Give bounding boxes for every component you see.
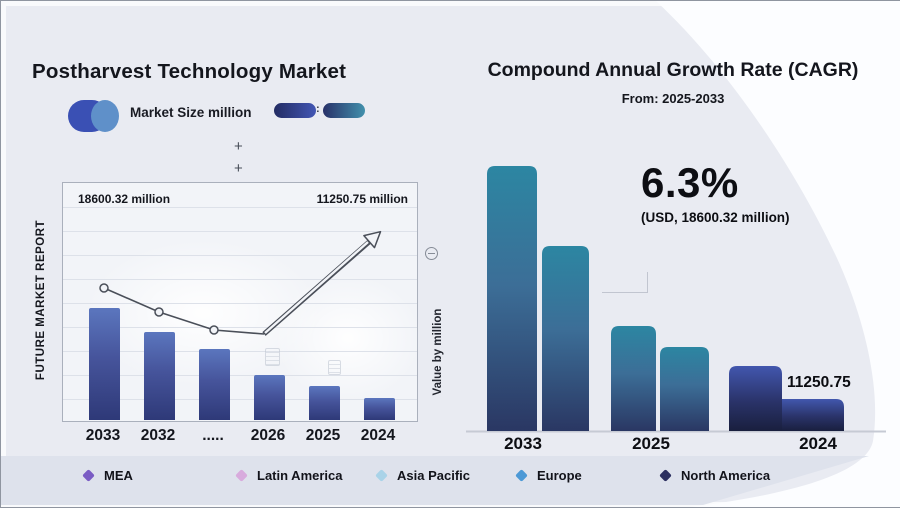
legend-diamond-icon: [515, 469, 528, 482]
market-size-label: Market Size million: [130, 105, 252, 120]
cagr-bar-secondary: [782, 399, 844, 431]
left-chart-x-label: 2025: [305, 427, 341, 444]
legend-diamond-icon: [235, 469, 248, 482]
cagr-bar-primary: [487, 166, 537, 431]
cagr-bar-primary: [611, 326, 656, 431]
cagr-x-label: 2024: [799, 434, 837, 453]
left-chart-bar: [363, 398, 395, 420]
left-chart-x-label: 2026: [250, 427, 286, 444]
trend-line: [103, 287, 265, 335]
left-chart-x-label: 2033: [85, 427, 121, 444]
legend-item: Latin America: [235, 468, 343, 483]
legend-label: North America: [681, 468, 771, 483]
legend-label: Europe: [537, 468, 582, 483]
legend-diamond-icon: [375, 469, 388, 482]
cagr-detail: (USD, 18600.32 million): [641, 210, 790, 225]
trend-marker: [154, 307, 164, 317]
cagr-value: 6.3%: [641, 159, 739, 206]
footer-band: [1, 456, 869, 505]
legend-diamond-icon: [659, 469, 672, 482]
cagr-title: Compound Annual Growth Rate (CAGR): [487, 59, 859, 81]
left-chart-bar: [143, 332, 175, 420]
legend-item: Asia Pacific: [375, 468, 470, 483]
plus-icon: +: [234, 138, 243, 155]
cagr-bar-secondary: [660, 347, 709, 431]
plus-icon: +: [234, 160, 243, 177]
legend-label: MEA: [104, 468, 133, 483]
gridline: [63, 255, 417, 256]
annotation-left: 18600.32 million: [78, 192, 171, 206]
left-chart-x-label: 2032: [140, 427, 176, 444]
cylinder-icon: [68, 100, 119, 132]
y-axis-label-left: FUTURE MARKET REPORT: [35, 219, 47, 381]
trend-marker: [99, 283, 109, 293]
left-chart-bar: [198, 349, 230, 420]
legend-label: Latin America: [257, 468, 343, 483]
gridline: [63, 375, 417, 376]
cagr-x-label: 2025: [632, 434, 670, 453]
annotation-right: 11250.75 million: [316, 192, 408, 206]
watermark-icon: [265, 348, 280, 366]
gridline: [63, 399, 417, 400]
trend-marker: [209, 325, 219, 335]
cagr-subtitle: From: 2025-2033: [621, 91, 725, 106]
gridline: [63, 351, 417, 352]
gridline: [63, 207, 417, 208]
cagr-chart: [466, 166, 886, 433]
minus-circle-icon: [425, 247, 438, 260]
arrow-head: [363, 230, 382, 249]
arrow-shaft-inner: [264, 241, 369, 334]
trend-line-arrow: [99, 230, 382, 336]
watermark-icon: [328, 360, 341, 375]
cagr-bar-secondary: [542, 246, 589, 431]
legend-diamond-icon: [82, 469, 95, 482]
watermark-blob: [273, 273, 423, 403]
scale-pill-left: [274, 103, 316, 118]
cagr-x-label: 2033: [504, 434, 542, 453]
gridline: [63, 303, 417, 304]
corner-line-decoration: [602, 272, 648, 293]
legend-item: Europe: [515, 468, 582, 483]
legend-item: MEA: [82, 468, 133, 483]
gridline: [63, 279, 417, 280]
left-chart-x-label: .....: [202, 427, 224, 444]
gridline: [63, 231, 417, 232]
left-chart-bar: [253, 375, 285, 420]
legend-label: Asia Pacific: [397, 468, 470, 483]
gridline: [63, 327, 417, 328]
left-chart-bar: [88, 308, 120, 420]
legend-item: North America: [659, 468, 771, 483]
y-axis-label-right: Value by million: [432, 308, 444, 396]
left-chart-bar: [308, 386, 340, 420]
scale-pill-right: [323, 103, 365, 118]
left-chart-x-label: 2024: [360, 427, 396, 444]
left-plot: 18600.32 million 11250.75 million: [62, 182, 423, 422]
cagr-bar-primary: [729, 366, 782, 431]
value-annotation: 11250.75: [787, 374, 851, 391]
page-title: Postharvest Technology Market: [32, 60, 347, 83]
pill-separator: :: [316, 103, 320, 115]
